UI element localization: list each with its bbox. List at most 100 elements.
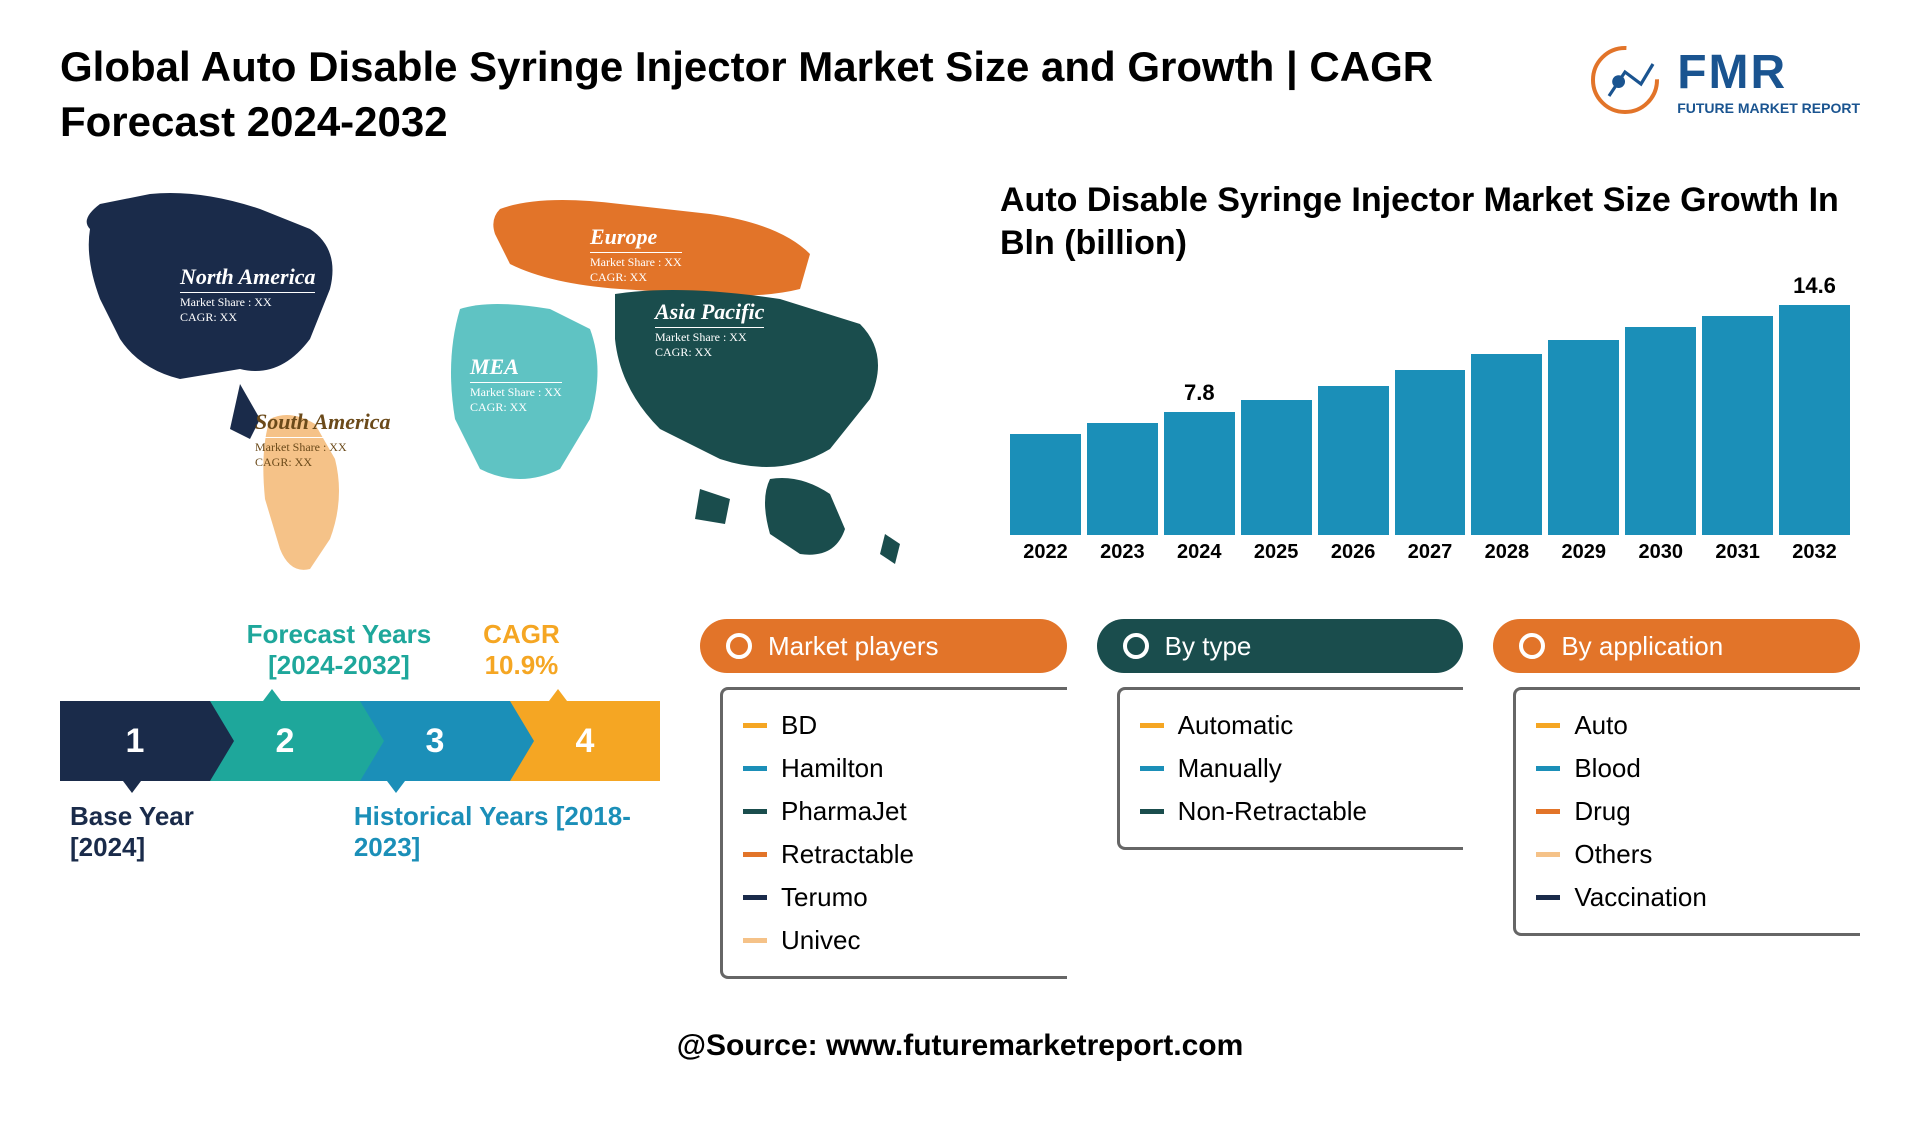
category-item: Hamilton [743, 747, 1067, 790]
bar-column: 2029 [1548, 308, 1619, 564]
map-region-label: Asia PacificMarket Share : XXCAGR: XX [655, 299, 764, 360]
bullet-icon [1140, 809, 1164, 814]
category-item: Retractable [743, 833, 1067, 876]
bullet-icon [743, 938, 767, 943]
bar-chart: 2022 2023 7.8 2024 2025 2026 2027 2028 2… [1000, 284, 1860, 564]
category-item: Vaccination [1536, 876, 1860, 919]
category-item: Auto [1536, 704, 1860, 747]
timeline-base-label: Base Year [2024] [70, 801, 254, 863]
category-header: By type [1097, 619, 1464, 673]
category-item-text: Hamilton [781, 753, 884, 784]
timeline-forecast-label: Forecast Years [2024-2032] [215, 619, 463, 681]
category-item-text: Automatic [1178, 710, 1294, 741]
logo: FMR FUTURE MARKET REPORT [1585, 40, 1860, 120]
timeline-cagr-label: CAGR 10.9% [463, 619, 580, 681]
bullet-icon [1536, 723, 1560, 728]
world-map: North AmericaMarket Share : XXCAGR: XXSo… [60, 179, 960, 579]
bar-column: 2022 [1010, 402, 1081, 564]
category-column: Market players BD Hamilton PharmaJet Retrac… [700, 619, 1067, 979]
timeline-hist-label: Historical Years [2018-2023] [354, 801, 660, 863]
categories-section: Market players BD Hamilton PharmaJet Retrac… [700, 619, 1860, 979]
category-item-text: Vaccination [1574, 882, 1707, 913]
bar-column: 2031 [1702, 284, 1773, 564]
bar-column: 2030 [1625, 295, 1696, 564]
bullet-icon [743, 723, 767, 728]
bar [1548, 340, 1619, 535]
bar-year-label: 2023 [1100, 541, 1145, 564]
bar [1625, 327, 1696, 535]
category-header: By application [1493, 619, 1860, 673]
bar [1164, 412, 1235, 535]
bar-column: 2027 [1395, 338, 1466, 564]
category-item: Terumo [743, 876, 1067, 919]
bar [1241, 400, 1312, 535]
category-bracket: Auto Blood Drug Others Vaccination [1513, 687, 1860, 936]
bar-year-label: 2031 [1715, 541, 1760, 564]
category-item-text: Manually [1178, 753, 1282, 784]
bar [1010, 434, 1081, 535]
category-item: Blood [1536, 747, 1860, 790]
category-item: Others [1536, 833, 1860, 876]
bullet-icon [743, 895, 767, 900]
category-item-text: Univec [781, 925, 860, 956]
category-column: By type Automatic Manually Non-Retractable [1097, 619, 1464, 979]
category-item-text: PharmaJet [781, 796, 907, 827]
bar-value-label: 7.8 [1184, 380, 1215, 408]
bullet-icon [743, 809, 767, 814]
bar-year-label: 2024 [1177, 541, 1222, 564]
bar [1779, 305, 1850, 535]
timeline-section: Forecast Years [2024-2032] CAGR 10.9% 1 … [60, 619, 660, 863]
bar-year-label: 2032 [1792, 541, 1837, 564]
category-bracket: Automatic Manually Non-Retractable [1117, 687, 1464, 850]
bar-year-label: 2029 [1562, 541, 1607, 564]
bar-column: 2028 [1471, 322, 1542, 564]
bar-column: 7.8 2024 [1164, 380, 1235, 564]
category-item-text: Others [1574, 839, 1652, 870]
category-item: Univec [743, 919, 1067, 962]
bar [1702, 316, 1773, 535]
category-item: Drug [1536, 790, 1860, 833]
bar-year-label: 2030 [1638, 541, 1683, 564]
category-item-text: Retractable [781, 839, 914, 870]
bullet-icon [1536, 852, 1560, 857]
category-item-text: BD [781, 710, 817, 741]
chart-title: Auto Disable Syringe Injector Market Siz… [1000, 179, 1860, 264]
bar-column: 14.6 2032 [1779, 273, 1850, 564]
bar [1087, 423, 1158, 535]
bullet-icon [1536, 895, 1560, 900]
logo-subtitle: FUTURE MARKET REPORT [1677, 100, 1860, 116]
category-item-text: Terumo [781, 882, 868, 913]
bar-year-label: 2026 [1331, 541, 1376, 564]
category-item-text: Non-Retractable [1178, 796, 1367, 827]
map-region-label: MEAMarket Share : XXCAGR: XX [470, 354, 562, 415]
category-header: Market players [700, 619, 1067, 673]
bar-column: 2023 [1087, 391, 1158, 564]
bar-column: 2026 [1318, 354, 1389, 565]
bullet-icon [1140, 766, 1164, 771]
bullet-icon [1140, 723, 1164, 728]
category-item: Non-Retractable [1140, 790, 1464, 833]
bullet-icon [1536, 809, 1560, 814]
timeline-bar: 1 2 3 4 [60, 701, 660, 781]
bar-value-label: 14.6 [1793, 273, 1836, 301]
bar-year-label: 2022 [1023, 541, 1068, 564]
category-column: By application Auto Blood Drug Others Vaccin… [1493, 619, 1860, 979]
source-text: @Source: www.futuremarketreport.com [60, 1029, 1860, 1063]
bar [1318, 386, 1389, 536]
category-item: Automatic [1140, 704, 1464, 747]
category-item-text: Drug [1574, 796, 1630, 827]
bar-column: 2025 [1241, 368, 1312, 564]
logo-icon [1585, 40, 1665, 120]
bar-year-label: 2027 [1408, 541, 1453, 564]
bar [1395, 370, 1466, 535]
bar-chart-section: Auto Disable Syringe Injector Market Siz… [1000, 179, 1860, 579]
page-title: Global Auto Disable Syringe Injector Mar… [60, 40, 1460, 149]
bullet-icon [743, 766, 767, 771]
category-bracket: BD Hamilton PharmaJet Retractable Terumo Univ… [720, 687, 1067, 979]
bullet-icon [1536, 766, 1560, 771]
bar-year-label: 2028 [1485, 541, 1530, 564]
category-item: PharmaJet [743, 790, 1067, 833]
category-item-text: Blood [1574, 753, 1641, 784]
map-region-label: EuropeMarket Share : XXCAGR: XX [590, 224, 682, 285]
bullet-icon [743, 852, 767, 857]
